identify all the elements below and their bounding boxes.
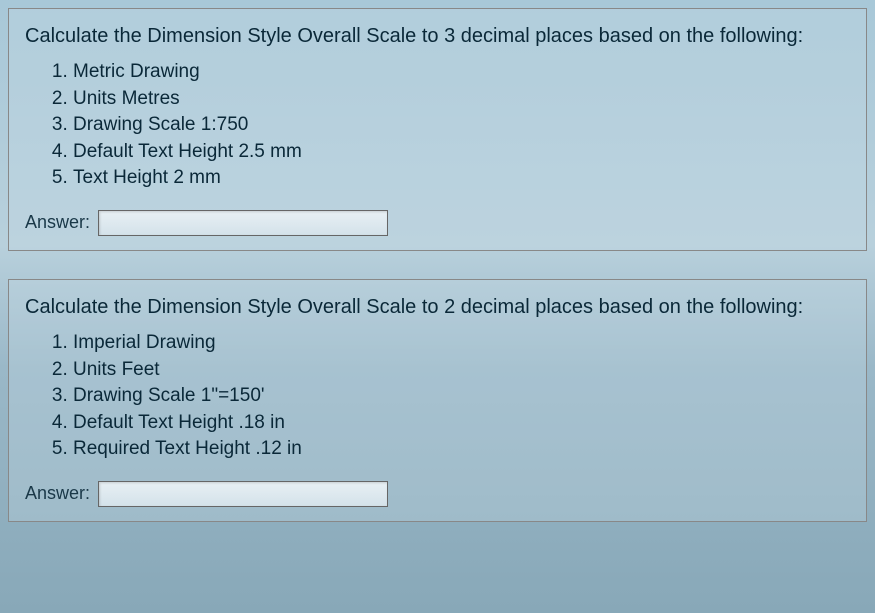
param-item: Metric Drawing <box>73 59 850 86</box>
question-title: Calculate the Dimension Style Overall Sc… <box>25 294 850 320</box>
param-item: Units Feet <box>73 357 850 384</box>
answer-input[interactable] <box>98 210 388 236</box>
parameter-list: Metric Drawing Units Metres Drawing Scal… <box>25 59 850 192</box>
question-block-2: Calculate the Dimension Style Overall Sc… <box>8 279 867 522</box>
param-item: Required Text Height .12 in <box>73 436 850 463</box>
question-title: Calculate the Dimension Style Overall Sc… <box>25 23 850 49</box>
param-item: Text Height 2 mm <box>73 165 850 192</box>
parameter-list: Imperial Drawing Units Feet Drawing Scal… <box>25 330 850 463</box>
question-block-1: Calculate the Dimension Style Overall Sc… <box>8 8 867 251</box>
answer-row: Answer: <box>25 210 850 236</box>
param-item: Units Metres <box>73 86 850 113</box>
param-item: Default Text Height 2.5 mm <box>73 139 850 166</box>
answer-label: Answer: <box>25 212 90 233</box>
answer-input[interactable] <box>98 481 388 507</box>
param-item: Default Text Height .18 in <box>73 410 850 437</box>
param-item: Imperial Drawing <box>73 330 850 357</box>
param-item: Drawing Scale 1"=150' <box>73 383 850 410</box>
answer-label: Answer: <box>25 483 90 504</box>
answer-row: Answer: <box>25 481 850 507</box>
param-item: Drawing Scale 1:750 <box>73 112 850 139</box>
